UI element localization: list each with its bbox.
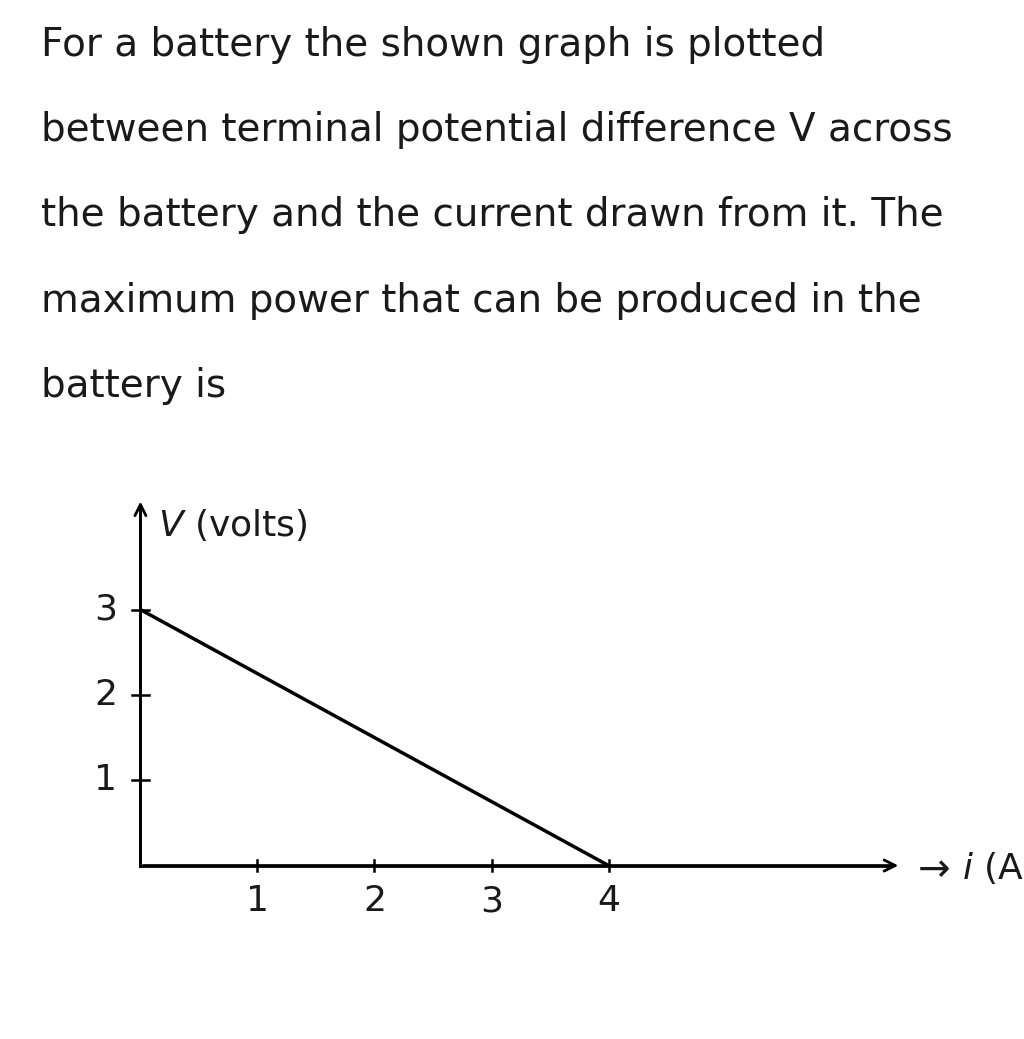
Text: maximum power that can be produced in the: maximum power that can be produced in th… bbox=[41, 282, 922, 320]
Text: between terminal potential difference V across: between terminal potential difference V … bbox=[41, 111, 952, 150]
Text: 2: 2 bbox=[362, 884, 386, 918]
Text: 1: 1 bbox=[94, 764, 117, 797]
Text: $\rightarrow$: $\rightarrow$ bbox=[910, 849, 950, 887]
Text: 3: 3 bbox=[480, 884, 503, 918]
Text: battery is: battery is bbox=[41, 367, 226, 405]
Text: the battery and the current drawn from it. The: the battery and the current drawn from i… bbox=[41, 196, 943, 235]
Text: 1: 1 bbox=[246, 884, 269, 918]
Text: 2: 2 bbox=[94, 677, 117, 712]
Text: For a battery the shown graph is plotted: For a battery the shown graph is plotted bbox=[41, 26, 825, 64]
Text: 4: 4 bbox=[597, 884, 621, 918]
Text: $i$ (A): $i$ (A) bbox=[962, 850, 1024, 886]
Text: 3: 3 bbox=[94, 592, 117, 627]
Text: $V$ (volts): $V$ (volts) bbox=[158, 507, 307, 543]
